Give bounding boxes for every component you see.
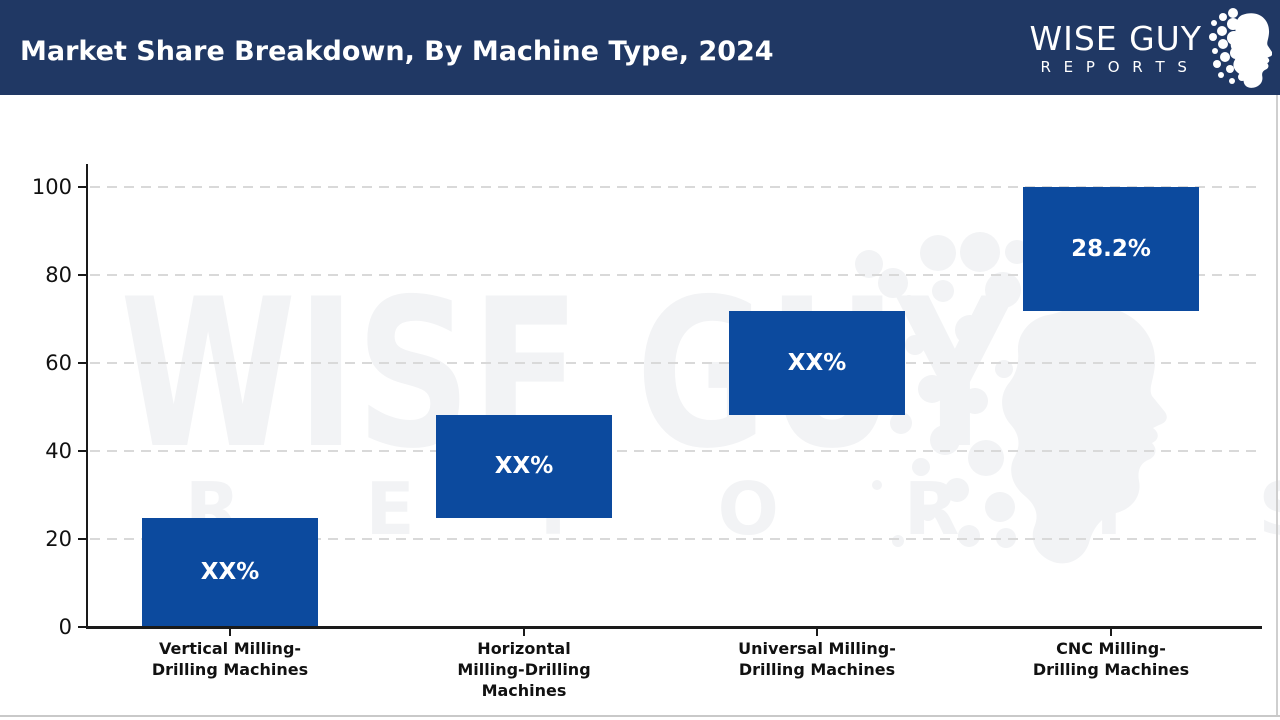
watermark-dot (905, 335, 925, 355)
bar-segment-3: XX% (729, 311, 905, 415)
category-label-4: CNC Milling- Drilling Machines (961, 638, 1261, 680)
bar-value-label: XX% (787, 349, 847, 376)
gridline-60 (90, 362, 1262, 364)
watermark-dot (960, 232, 1000, 272)
category-label-2: Horizontal Milling-Drilling Machines (374, 638, 674, 701)
y-axis-tick (78, 186, 86, 188)
y-axis-tick (78, 626, 86, 628)
y-axis-tick-label: 60 (45, 351, 72, 375)
category-label-line: Drilling Machines (738, 660, 896, 679)
y-axis-tick (78, 274, 86, 276)
category-label-line: Milling-Drilling (457, 660, 591, 679)
watermark-dot (872, 480, 882, 490)
category-label-1: Vertical Milling- Drilling Machines (80, 638, 380, 680)
watermark-dot (920, 235, 956, 271)
watermark-dot (932, 280, 954, 302)
category-label-line: Drilling Machines (1032, 660, 1190, 679)
y-axis-tick (78, 450, 86, 452)
bar-segment-2: XX% (436, 414, 612, 518)
bar-value-label: XX% (200, 559, 260, 586)
category-label-line: CNC Milling- (1056, 639, 1166, 658)
bar-segment-1: XX% (142, 517, 318, 627)
logo-face-icon (1209, 8, 1272, 88)
x-axis-tick (816, 629, 818, 636)
watermark-face-icon (1002, 305, 1167, 564)
y-axis-tick-label: 100 (31, 175, 72, 199)
chart-title: Market Share Breakdown, By Machine Type,… (20, 36, 774, 67)
category-label-line: Horizontal (477, 639, 571, 658)
gridline-80 (90, 274, 1262, 276)
y-axis-tick-label: 40 (45, 439, 72, 463)
gridline-100 (90, 186, 1262, 188)
logo-wordmark: WISE GUY (1029, 18, 1202, 58)
gridline-40 (90, 450, 1262, 452)
watermark-dot (920, 505, 936, 521)
bar-value-label: XX% (494, 453, 554, 480)
y-axis-tick (78, 538, 86, 540)
category-label-line: Machines (481, 681, 567, 700)
category-label-line: Vertical Milling- (158, 639, 302, 658)
category-label-line: Drilling Machines (151, 660, 309, 679)
watermark-dot (912, 458, 930, 476)
bar-segment-4: 28.2% (1023, 187, 1199, 312)
watermark-dot (968, 440, 1004, 476)
watermark-dot (945, 478, 969, 502)
x-axis-tick (229, 629, 231, 636)
y-axis-tick-label: 20 (45, 527, 72, 551)
watermark-dot (902, 295, 916, 309)
brand-logo: WISE GUY R E P O R T S (1029, 6, 1272, 90)
right-frame-line (1276, 95, 1278, 717)
watermark-dot (955, 315, 985, 345)
x-axis-tick (523, 629, 525, 636)
watermark-dot (890, 412, 912, 434)
bar-value-label: 28.2% (1071, 236, 1151, 263)
category-label-3: Universal Milling- Drilling Machines (667, 638, 967, 680)
x-axis-line (86, 626, 1262, 629)
watermark-dot (958, 525, 980, 547)
watermark-dot (918, 375, 946, 403)
watermark-dot (878, 268, 908, 298)
y-axis-tick (78, 362, 86, 364)
watermark-dot (985, 492, 1015, 522)
y-axis-tick-label: 80 (45, 263, 72, 287)
x-axis-tick (1110, 629, 1112, 636)
watermark-dot (855, 250, 883, 278)
watermark-dot (995, 360, 1013, 378)
header-bar: Market Share Breakdown, By Machine Type,… (0, 0, 1280, 95)
category-label-line: Universal Milling- (738, 639, 896, 658)
y-axis-line (86, 164, 88, 629)
logo-text: WISE GUY R E P O R T S (1029, 18, 1202, 76)
logo-reports-text: R E P O R T S (1040, 57, 1191, 76)
gridline-20 (90, 538, 1262, 540)
bottom-frame-line (0, 715, 1280, 717)
watermark-dot (988, 292, 1002, 306)
watermark-dot (962, 388, 988, 414)
y-axis-tick-label: 0 (58, 615, 72, 639)
